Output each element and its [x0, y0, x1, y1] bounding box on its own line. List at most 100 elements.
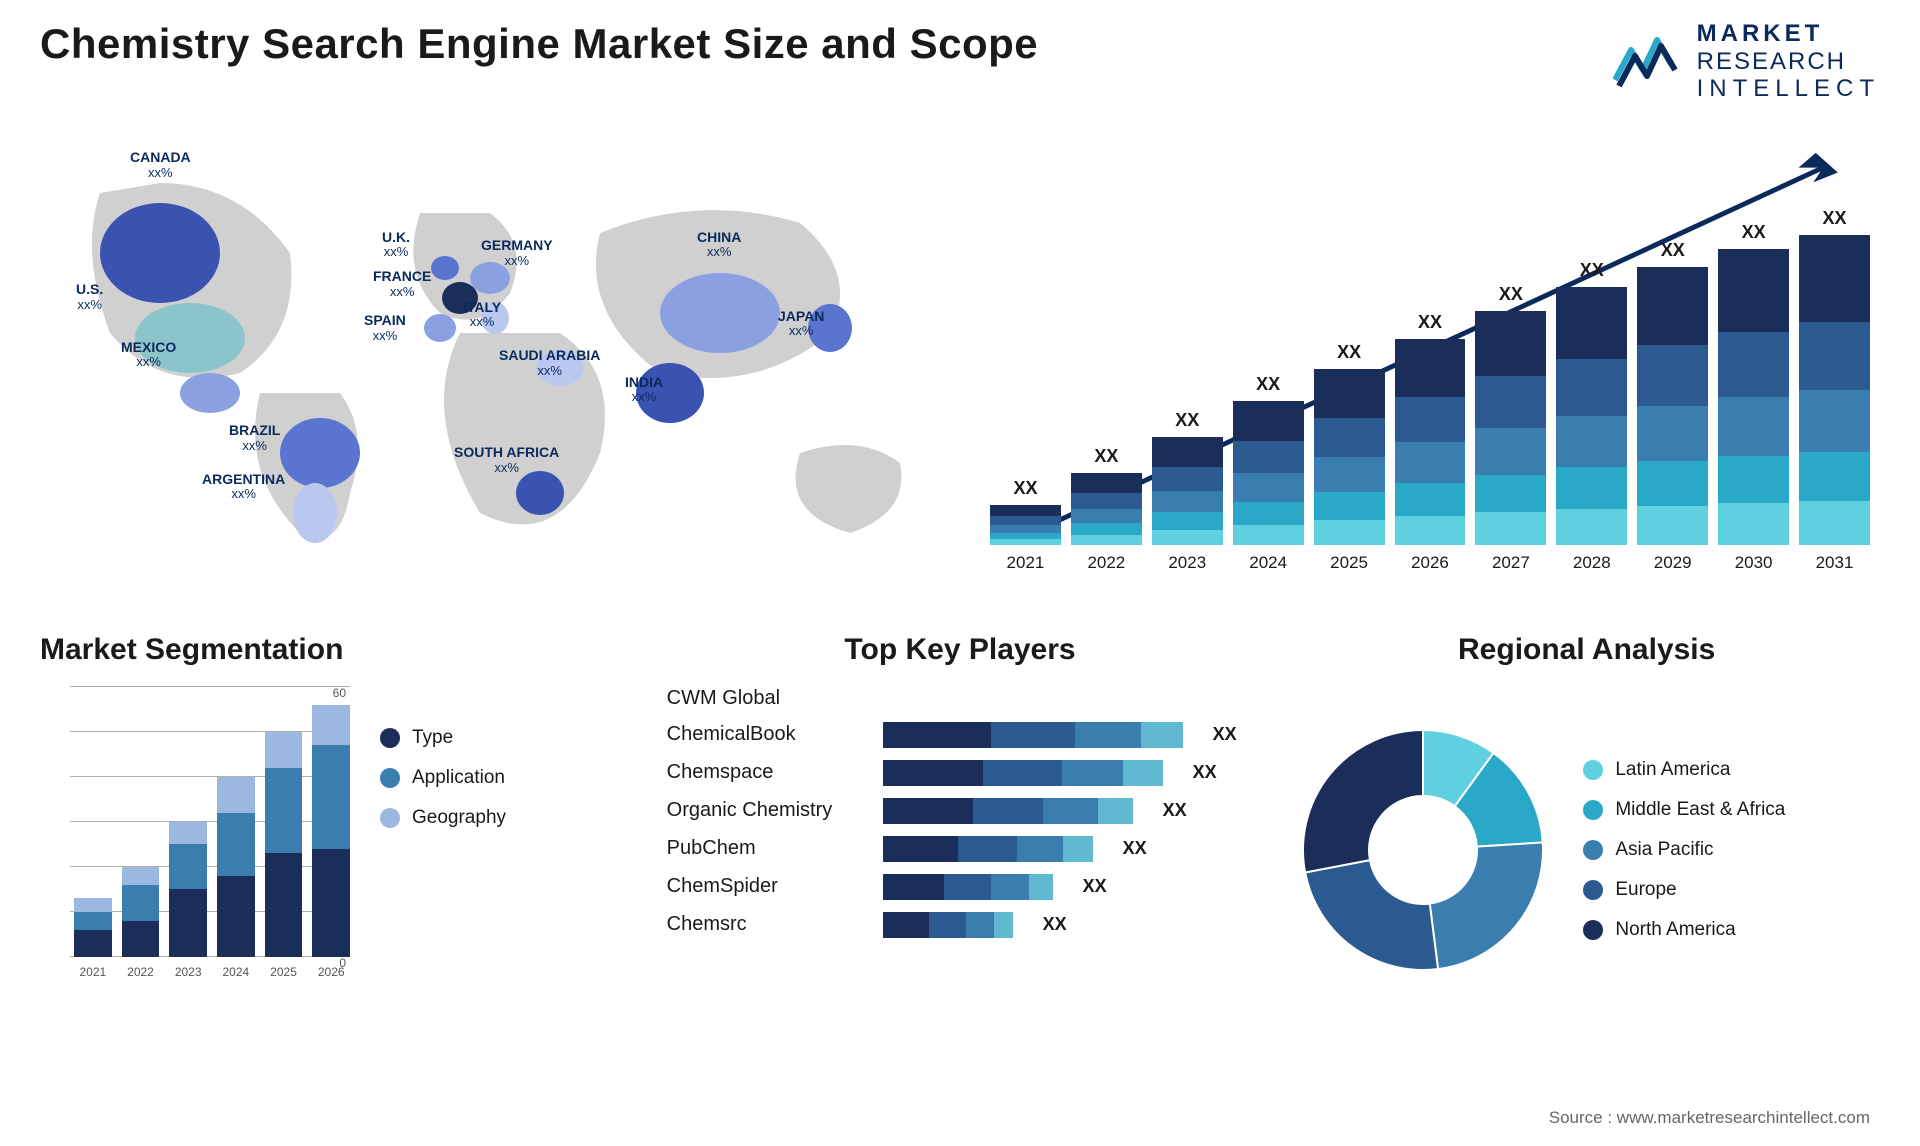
legend-dot	[380, 768, 400, 788]
key-player-bar	[883, 722, 1183, 748]
growth-segment	[1718, 456, 1789, 503]
key-player-segment	[958, 836, 1017, 862]
legend-item: Geography	[380, 807, 506, 829]
growth-segment	[990, 539, 1061, 545]
map-label: GERMANYxx%	[481, 238, 553, 268]
growth-segment	[1475, 475, 1546, 512]
key-player-row: Organic ChemistryXX	[667, 798, 1254, 824]
legend-dot	[1583, 880, 1603, 900]
source-attribution: Source : www.marketresearchintellect.com	[1549, 1108, 1870, 1128]
legend-item: Asia Pacific	[1583, 839, 1785, 861]
seg-year-label: 2023	[169, 965, 207, 979]
key-player-segment	[883, 760, 984, 786]
growth-bar	[1799, 235, 1870, 545]
seg-segment	[217, 813, 255, 876]
segmentation-chart: 0102030405060202120222023202420252026	[40, 687, 350, 987]
key-player-row: PubChemXX	[667, 836, 1254, 862]
segmentation-body: 0102030405060202120222023202420252026 Ty…	[40, 687, 627, 1013]
donut-slice	[1305, 860, 1438, 970]
key-player-name: CWM Global	[667, 687, 867, 710]
key-player-segment	[1062, 760, 1124, 786]
seg-segment	[169, 844, 207, 889]
seg-segment	[74, 930, 112, 957]
key-players-title: Top Key Players	[667, 633, 1254, 667]
growth-segment	[1233, 401, 1304, 441]
growth-segment	[1395, 397, 1466, 442]
seg-segment	[265, 853, 303, 957]
growth-year-label: 2027	[1492, 553, 1530, 573]
key-player-segment	[991, 722, 1075, 748]
key-player-segment	[994, 912, 1012, 938]
growth-segment	[1071, 493, 1142, 509]
legend-label: Type	[412, 727, 453, 749]
seg-segment	[217, 876, 255, 957]
growth-year-label: 2031	[1816, 553, 1854, 573]
map-label: ITALYxx%	[463, 300, 501, 330]
bottom-row: Market Segmentation 01020304050602021202…	[40, 633, 1880, 1013]
growth-year-label: 2024	[1249, 553, 1287, 573]
legend-label: Geography	[412, 807, 506, 829]
growth-segment	[1799, 452, 1870, 502]
growth-segment	[1637, 506, 1708, 545]
regional-donut	[1293, 720, 1553, 980]
key-player-value: XX	[1163, 800, 1187, 821]
map-label: SPAINxx%	[364, 313, 406, 343]
growth-segment	[1314, 520, 1385, 545]
map-label: INDIAxx%	[625, 375, 663, 405]
legend-dot	[1583, 840, 1603, 860]
seg-segment	[312, 745, 350, 849]
map-label: CANADAxx%	[130, 150, 191, 180]
regional-body: Latin AmericaMiddle East & AfricaAsia Pa…	[1293, 687, 1880, 1013]
growth-segment	[1071, 473, 1142, 493]
key-player-name: Chemspace	[667, 761, 867, 784]
growth-bar	[1152, 437, 1223, 545]
growth-bar	[1556, 287, 1627, 545]
growth-bar	[1233, 401, 1304, 545]
growth-value-label: XX	[1013, 478, 1037, 499]
key-player-row: ChemSpiderXX	[667, 874, 1254, 900]
growth-segment	[1637, 345, 1708, 406]
seg-segment	[312, 705, 350, 746]
growth-segment	[1556, 509, 1627, 545]
key-player-name: ChemicalBook	[667, 723, 867, 746]
legend-dot	[1583, 800, 1603, 820]
key-player-value: XX	[1213, 724, 1237, 745]
seg-year-label: 2021	[74, 965, 112, 979]
key-player-row: CWM Global	[667, 687, 1254, 710]
donut-svg	[1293, 720, 1553, 980]
growth-segment	[1071, 535, 1142, 545]
growth-segment	[1475, 512, 1546, 545]
growth-segment	[1314, 369, 1385, 418]
seg-segment	[122, 867, 160, 885]
logo-line1: MARKET	[1697, 20, 1880, 48]
growth-year-label: 2029	[1654, 553, 1692, 573]
growth-segment	[1152, 467, 1223, 491]
growth-segment	[1556, 359, 1627, 416]
growth-segment	[1637, 406, 1708, 462]
growth-year-label: 2021	[1007, 553, 1045, 573]
growth-segment	[1799, 501, 1870, 544]
growth-bar	[1718, 249, 1789, 545]
seg-column	[265, 732, 303, 957]
key-player-bar	[883, 912, 1013, 938]
growth-bar	[1475, 311, 1546, 545]
growth-column: XX2031	[1799, 208, 1870, 573]
growth-year-label: 2030	[1735, 553, 1773, 573]
key-players-body: CWM GlobalChemicalBookXXChemspaceXXOrgan…	[667, 687, 1254, 1013]
growth-segment	[1152, 491, 1223, 513]
growth-segment	[1718, 249, 1789, 332]
map-label: SAUDI ARABIAxx%	[499, 348, 600, 378]
growth-column: XX 2021	[990, 478, 1061, 573]
map-label: U.S.xx%	[76, 282, 103, 312]
growth-value-label: XX	[1742, 222, 1766, 243]
key-player-segment	[883, 798, 973, 824]
growth-segment	[1233, 473, 1304, 502]
seg-segment	[265, 768, 303, 854]
growth-segment	[1152, 512, 1223, 529]
key-player-segment	[1123, 760, 1162, 786]
key-player-value: XX	[1193, 762, 1217, 783]
key-player-name: ChemSpider	[667, 875, 867, 898]
growth-bar	[1314, 369, 1385, 545]
legend-item: Application	[380, 767, 506, 789]
seg-bars	[74, 687, 350, 957]
